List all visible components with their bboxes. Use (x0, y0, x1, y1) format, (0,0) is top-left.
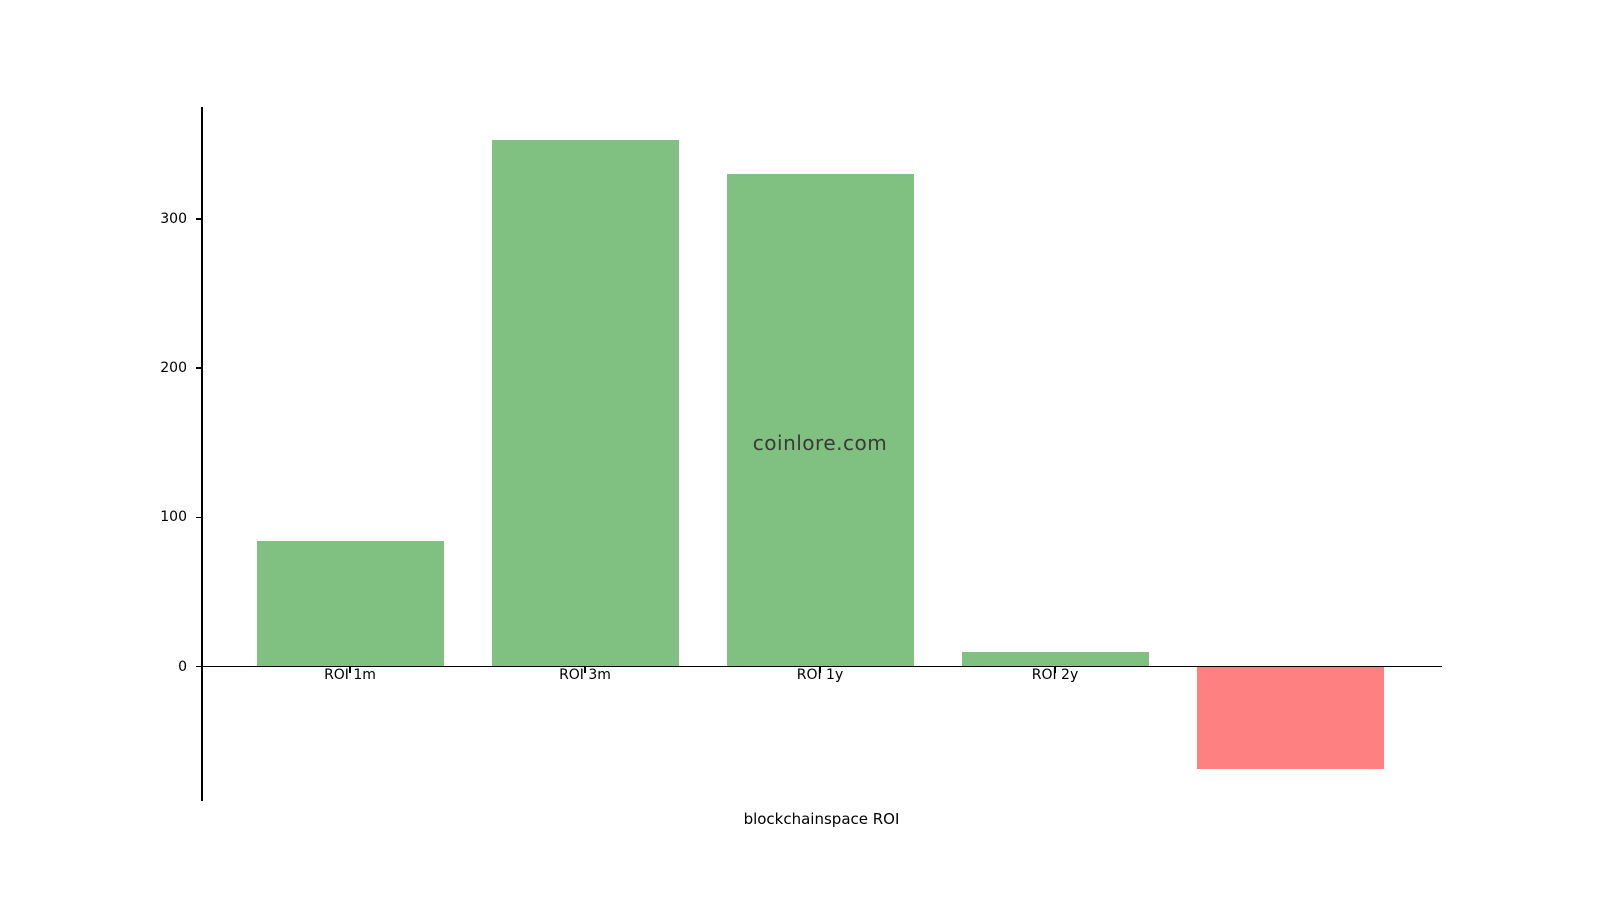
bar-roi-3m (491, 139, 679, 667)
y-tick-mark (196, 516, 201, 519)
y-tick-label: 300 (160, 210, 187, 227)
y-tick-mark (196, 218, 201, 220)
x-tick-label: ROI 1y (796, 666, 844, 683)
x-tick-mark (1054, 666, 1056, 673)
x-tick-mark (584, 666, 586, 673)
y-tick-label: 100 (160, 509, 187, 526)
x-tick-mark (819, 666, 821, 673)
x-tick-mark (349, 666, 351, 673)
bar-negative-unlabeled (1196, 667, 1384, 769)
y-tick-mark (196, 367, 201, 369)
x-axis-zero-line (201, 665, 1442, 668)
bar-roi-1m (256, 541, 444, 667)
y-tick-label: 0 (178, 658, 187, 675)
y-axis-line (201, 107, 203, 801)
x-tick-label: ROI 3m (559, 666, 611, 683)
bar-roi-1y (726, 174, 914, 667)
x-tick-label: ROI 1m (324, 666, 376, 683)
y-tick-label: 200 (160, 360, 187, 377)
bar-roi-2y (961, 651, 1149, 667)
x-tick-label: ROI 2y (1031, 666, 1079, 683)
chart-title: blockchainspace ROI (743, 810, 900, 828)
y-tick-mark (196, 665, 201, 668)
watermark: coinlore.com (752, 431, 888, 455)
